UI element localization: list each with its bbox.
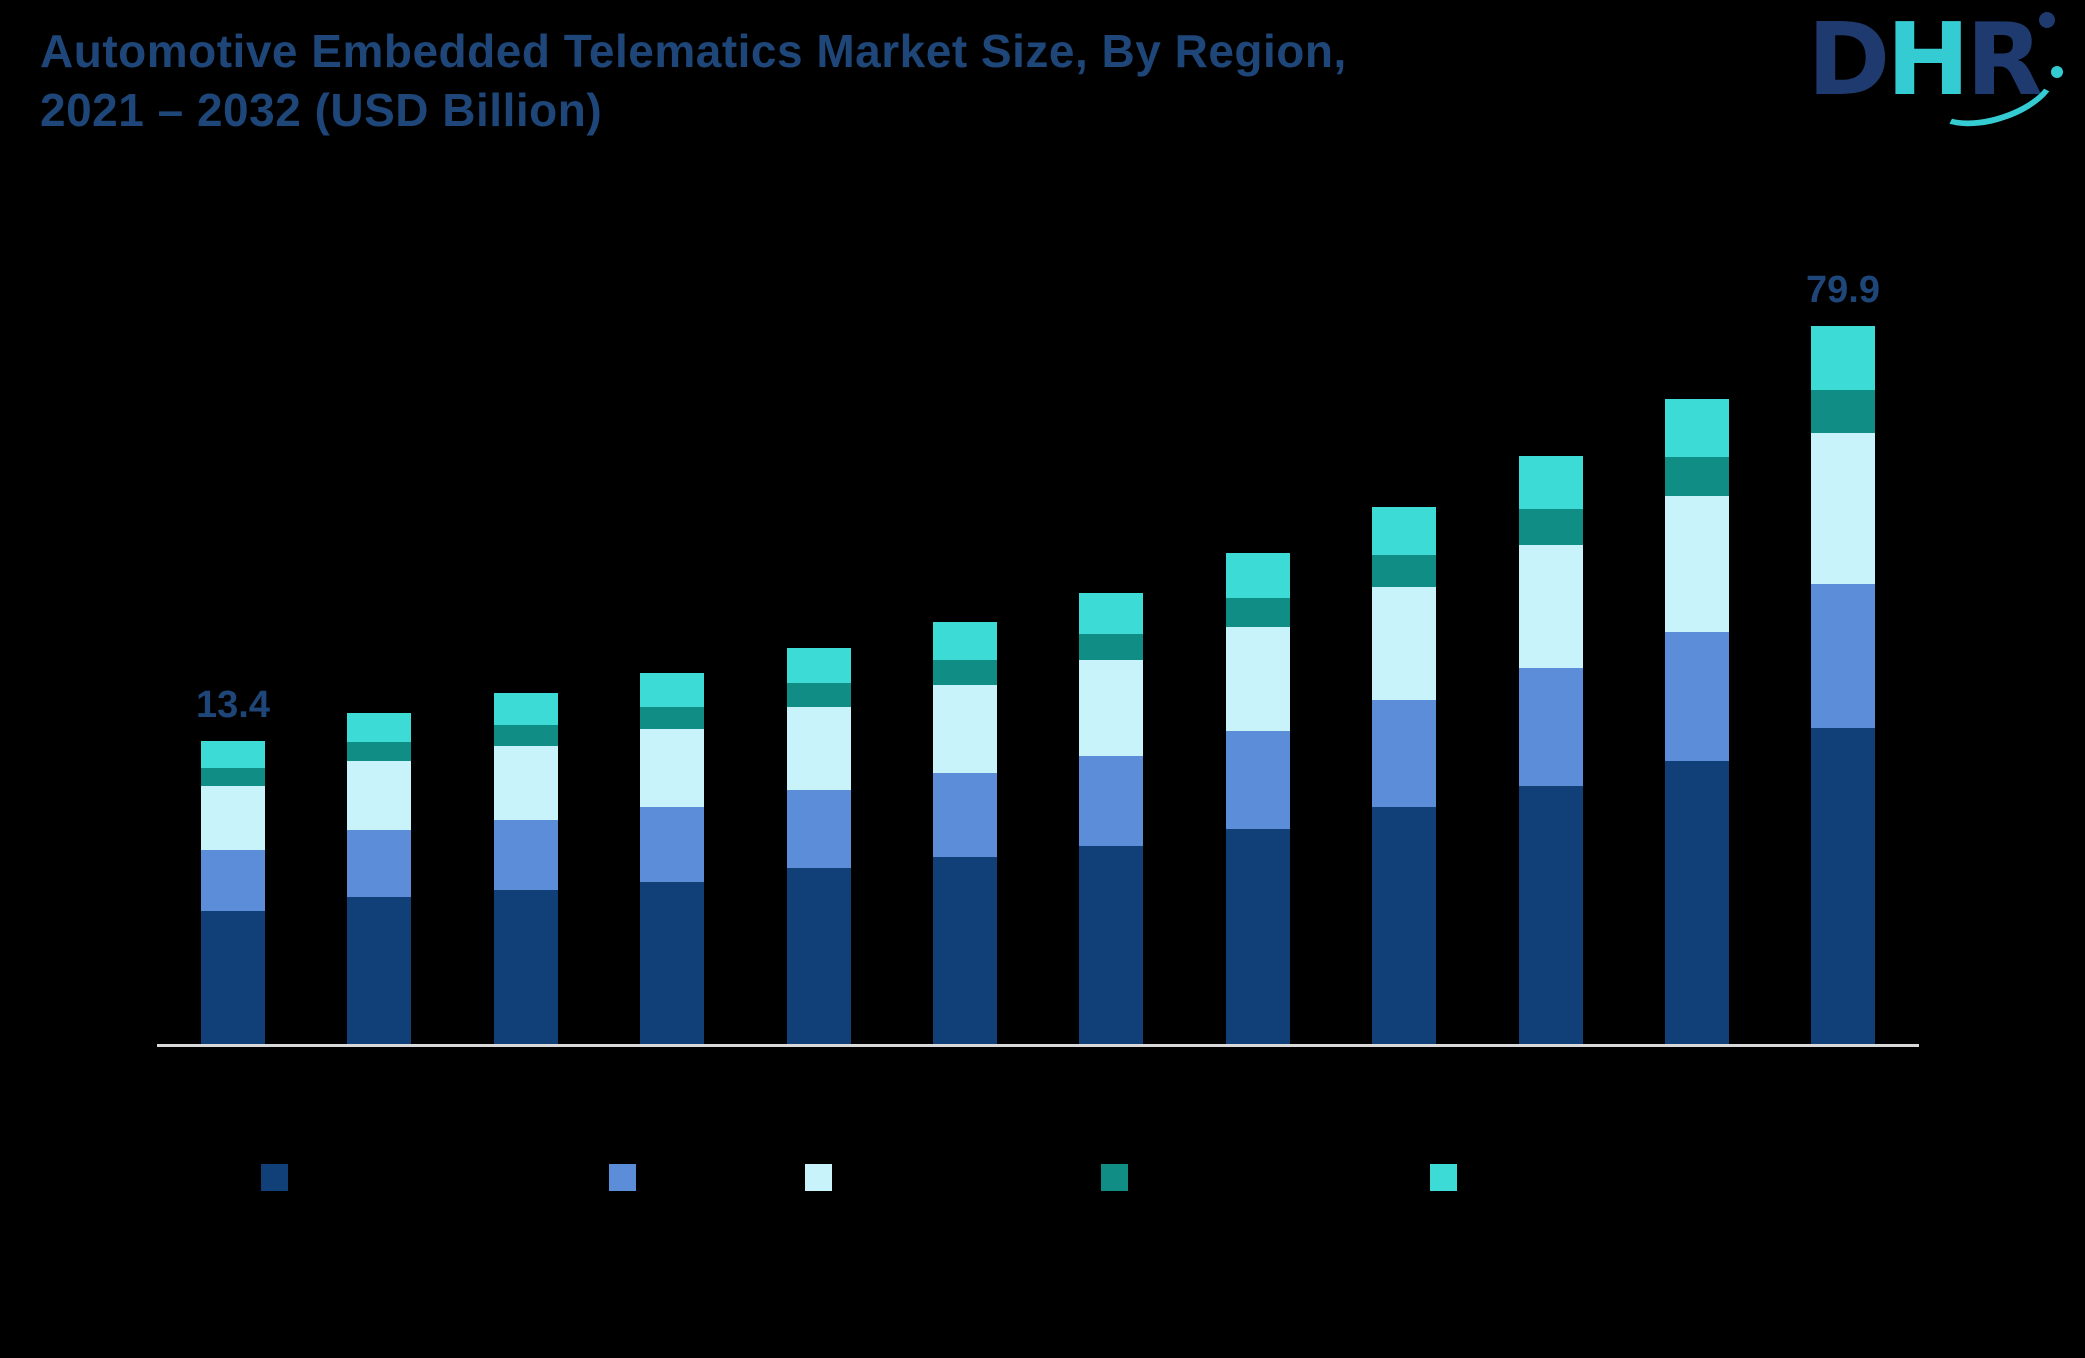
bar-2023-segment-medium-blue [494,820,558,891]
bar-2023 [494,693,558,1044]
bar-2021-segment-pale-cyan [201,786,265,850]
bar-2021-segment-turquoise [201,741,265,769]
bar-2032-segment-bottom-dark-navy [1811,727,1875,1044]
bar-2028-segment-bottom-dark-navy [1226,828,1290,1044]
bar-2026-segment-turquoise [933,622,997,660]
bar-2029-segment-dark-teal [1372,555,1436,587]
bar-2027-segment-turquoise [1079,593,1143,634]
bar-2026-segment-bottom-dark-navy [933,856,997,1044]
bar-2023-segment-dark-teal [494,725,558,747]
bar-2021-segment-medium-blue [201,849,265,911]
bar-2031-segment-turquoise [1665,399,1729,458]
bar-2026-segment-dark-teal [933,659,997,686]
bar-2025-segment-turquoise [787,648,851,684]
bar-2031-segment-bottom-dark-navy [1665,760,1729,1044]
bar-2027-segment-dark-teal [1079,633,1143,661]
bar-2030-segment-medium-blue [1519,667,1583,786]
bar-value-label-2032: 79.9 [1806,269,1880,311]
bar-2026 [933,622,997,1044]
bar-2028-segment-dark-teal [1226,597,1290,628]
bar-2024-segment-dark-teal [640,707,704,730]
legend-swatch-dark-teal [1101,1164,1128,1191]
bar-2029 [1372,507,1436,1044]
bar-2022-segment-bottom-dark-navy [347,897,411,1044]
bar-2032-segment-medium-blue [1811,583,1875,728]
bar-2030-segment-turquoise [1519,456,1583,509]
bar-2027 [1079,593,1143,1044]
bar-2023-segment-turquoise [494,693,558,726]
bar-2027-segment-pale-cyan [1079,660,1143,756]
bar-2031 [1665,399,1729,1044]
logo-dot-icon [2051,66,2063,78]
bar-2021 [201,741,265,1044]
bar-2030-segment-pale-cyan [1519,544,1583,668]
bar-2025-segment-pale-cyan [787,706,851,790]
logo-letter-r: R [1965,1,2043,118]
logo-letter-h: H [1886,1,1970,118]
bar-2023-segment-pale-cyan [494,746,558,821]
legend-swatch-medium-blue [609,1164,636,1191]
chart-title: Automotive Embedded Telematics Market Si… [40,22,1347,140]
bar-2025-segment-bottom-dark-navy [787,868,851,1044]
legend-swatch-pale-cyan [805,1164,832,1191]
bar-2024 [640,673,704,1044]
bar-2021-segment-bottom-dark-navy [201,910,265,1044]
bar-2022-segment-turquoise [347,713,411,743]
bar-2024-segment-turquoise [640,673,704,708]
bar-2022-segment-dark-teal [347,742,411,762]
bar-2021-segment-dark-teal [201,768,265,787]
bar-2029-segment-pale-cyan [1372,586,1436,700]
bar-2025 [787,648,851,1044]
chart-title-line-1: Automotive Embedded Telematics Market Si… [40,25,1347,77]
bar-2022 [347,713,411,1044]
bar-2024-segment-medium-blue [640,807,704,883]
logo-dot-icon [2039,12,2055,28]
logo-letter-d: D [1807,1,1890,118]
bar-2028-segment-medium-blue [1226,730,1290,829]
x-axis-line [157,1044,1919,1047]
bar-2029-segment-turquoise [1372,507,1436,556]
bar-2027-segment-bottom-dark-navy [1079,845,1143,1044]
bar-2025-segment-medium-blue [787,789,851,869]
bar-2022-segment-pale-cyan [347,761,411,831]
bar-2031-segment-dark-teal [1665,457,1729,496]
bar-2025-segment-dark-teal [787,683,851,707]
bar-2026-segment-pale-cyan [933,685,997,774]
bar-2032-segment-turquoise [1811,326,1875,390]
bar-2032 [1811,326,1875,1044]
bar-2026-segment-medium-blue [933,773,997,857]
bar-2030 [1519,456,1583,1044]
bar-2030-segment-bottom-dark-navy [1519,785,1583,1044]
bar-2030-segment-dark-teal [1519,508,1583,545]
bar-2031-segment-pale-cyan [1665,495,1729,632]
bar-2028-segment-turquoise [1226,553,1290,598]
legend-swatch-bottom-dark-navy [261,1164,288,1191]
bar-2027-segment-medium-blue [1079,755,1143,846]
dhr-logo: DHR [1807,10,2067,141]
bar-2029-segment-bottom-dark-navy [1372,806,1436,1044]
chart-title-line-2: 2021 – 2032 (USD Billion) [40,83,603,136]
bar-2031-segment-medium-blue [1665,631,1729,761]
bar-2024-segment-bottom-dark-navy [640,882,704,1044]
bar-2029-segment-medium-blue [1372,699,1436,807]
bar-2032-segment-dark-teal [1811,389,1875,433]
bar-2028 [1226,553,1290,1044]
legend-swatch-turquoise [1430,1164,1457,1191]
bar-2032-segment-pale-cyan [1811,432,1875,584]
bar-2028-segment-pale-cyan [1226,627,1290,731]
bar-2022-segment-medium-blue [347,830,411,898]
bar-2024-segment-pale-cyan [640,729,704,808]
bar-value-label-2021: 13.4 [196,684,270,726]
bar-2023-segment-bottom-dark-navy [494,890,558,1044]
